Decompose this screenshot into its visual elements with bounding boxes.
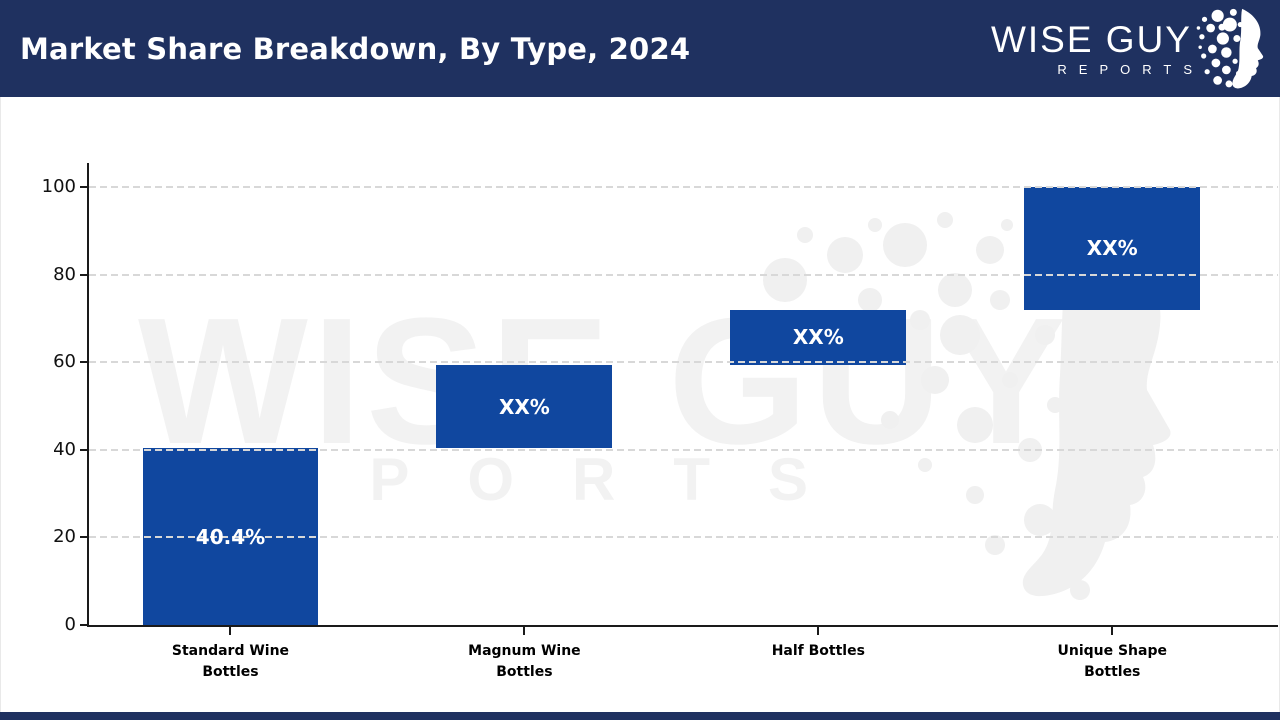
y-tick-label: 40 [53,438,76,460]
logo-brand-subtitle: REPORTS [1057,61,1204,77]
bar-value-label: XX% [498,394,550,419]
bar-segment [1024,187,1201,310]
x-tick-mark [229,627,232,635]
bar-value-label: XX% [792,325,844,350]
logo-brand-name: WISE GUY [990,18,1192,60]
y-tick-mark [80,624,87,626]
y-tick-label: 60 [53,351,76,373]
gridline [89,186,1278,188]
x-axis-tick-marks [89,627,1278,635]
x-tick-label: Half Bottles [771,643,865,659]
x-tick-mark [817,627,820,635]
plot-area: 40.4% XX% XX% XX% [89,186,1278,625]
watermark-head-icon [763,212,1171,600]
y-axis-line [87,163,89,627]
y-tick-label: 100 [41,176,76,197]
bar-segment [730,309,907,366]
y-tick-label: 20 [53,526,76,548]
y-tick-mark [80,536,87,539]
dotted-head-icon [1196,8,1264,88]
gridline [89,273,1278,276]
y-tick-mark [80,186,87,188]
x-tick-mark [523,627,526,635]
gridline [89,536,1278,539]
y-axis-tick-marks [80,186,87,626]
logo-text: WISE GUY REPORTS [991,21,1192,77]
x-tick-label: Magnum Wine Bottles [468,643,581,680]
wise-guy-reports-logo: WISE GUY REPORTS [991,5,1270,93]
gridline [89,448,1278,451]
y-tick-label: 0 [64,614,76,635]
x-tick-mark [1111,627,1114,635]
x-axis-labels: Standard Wine Bottles Magnum Wine Bottles… [89,641,1278,699]
chart-title: Market Share Breakdown, By Type, 2024 [20,31,691,66]
y-tick-mark [80,273,87,276]
gridline [89,361,1278,364]
footer-bar [0,712,1280,720]
bar-value-label: XX% [1086,236,1138,261]
y-axis-labels: 0 20 40 60 80 100 [18,178,76,634]
x-tick-label: Standard Wine Bottles [171,643,290,680]
bar-value-label: 40.4% [195,524,266,549]
bar-segment [436,365,613,449]
y-tick-label: 80 [53,263,76,285]
x-tick-label: Unique Shape Bottles [1057,643,1167,680]
y-tick-mark [80,448,87,451]
y-tick-mark [80,361,87,364]
x-axis-line [87,625,1278,627]
header-bar: Market Share Breakdown, By Type, 2024 WI… [0,0,1280,97]
